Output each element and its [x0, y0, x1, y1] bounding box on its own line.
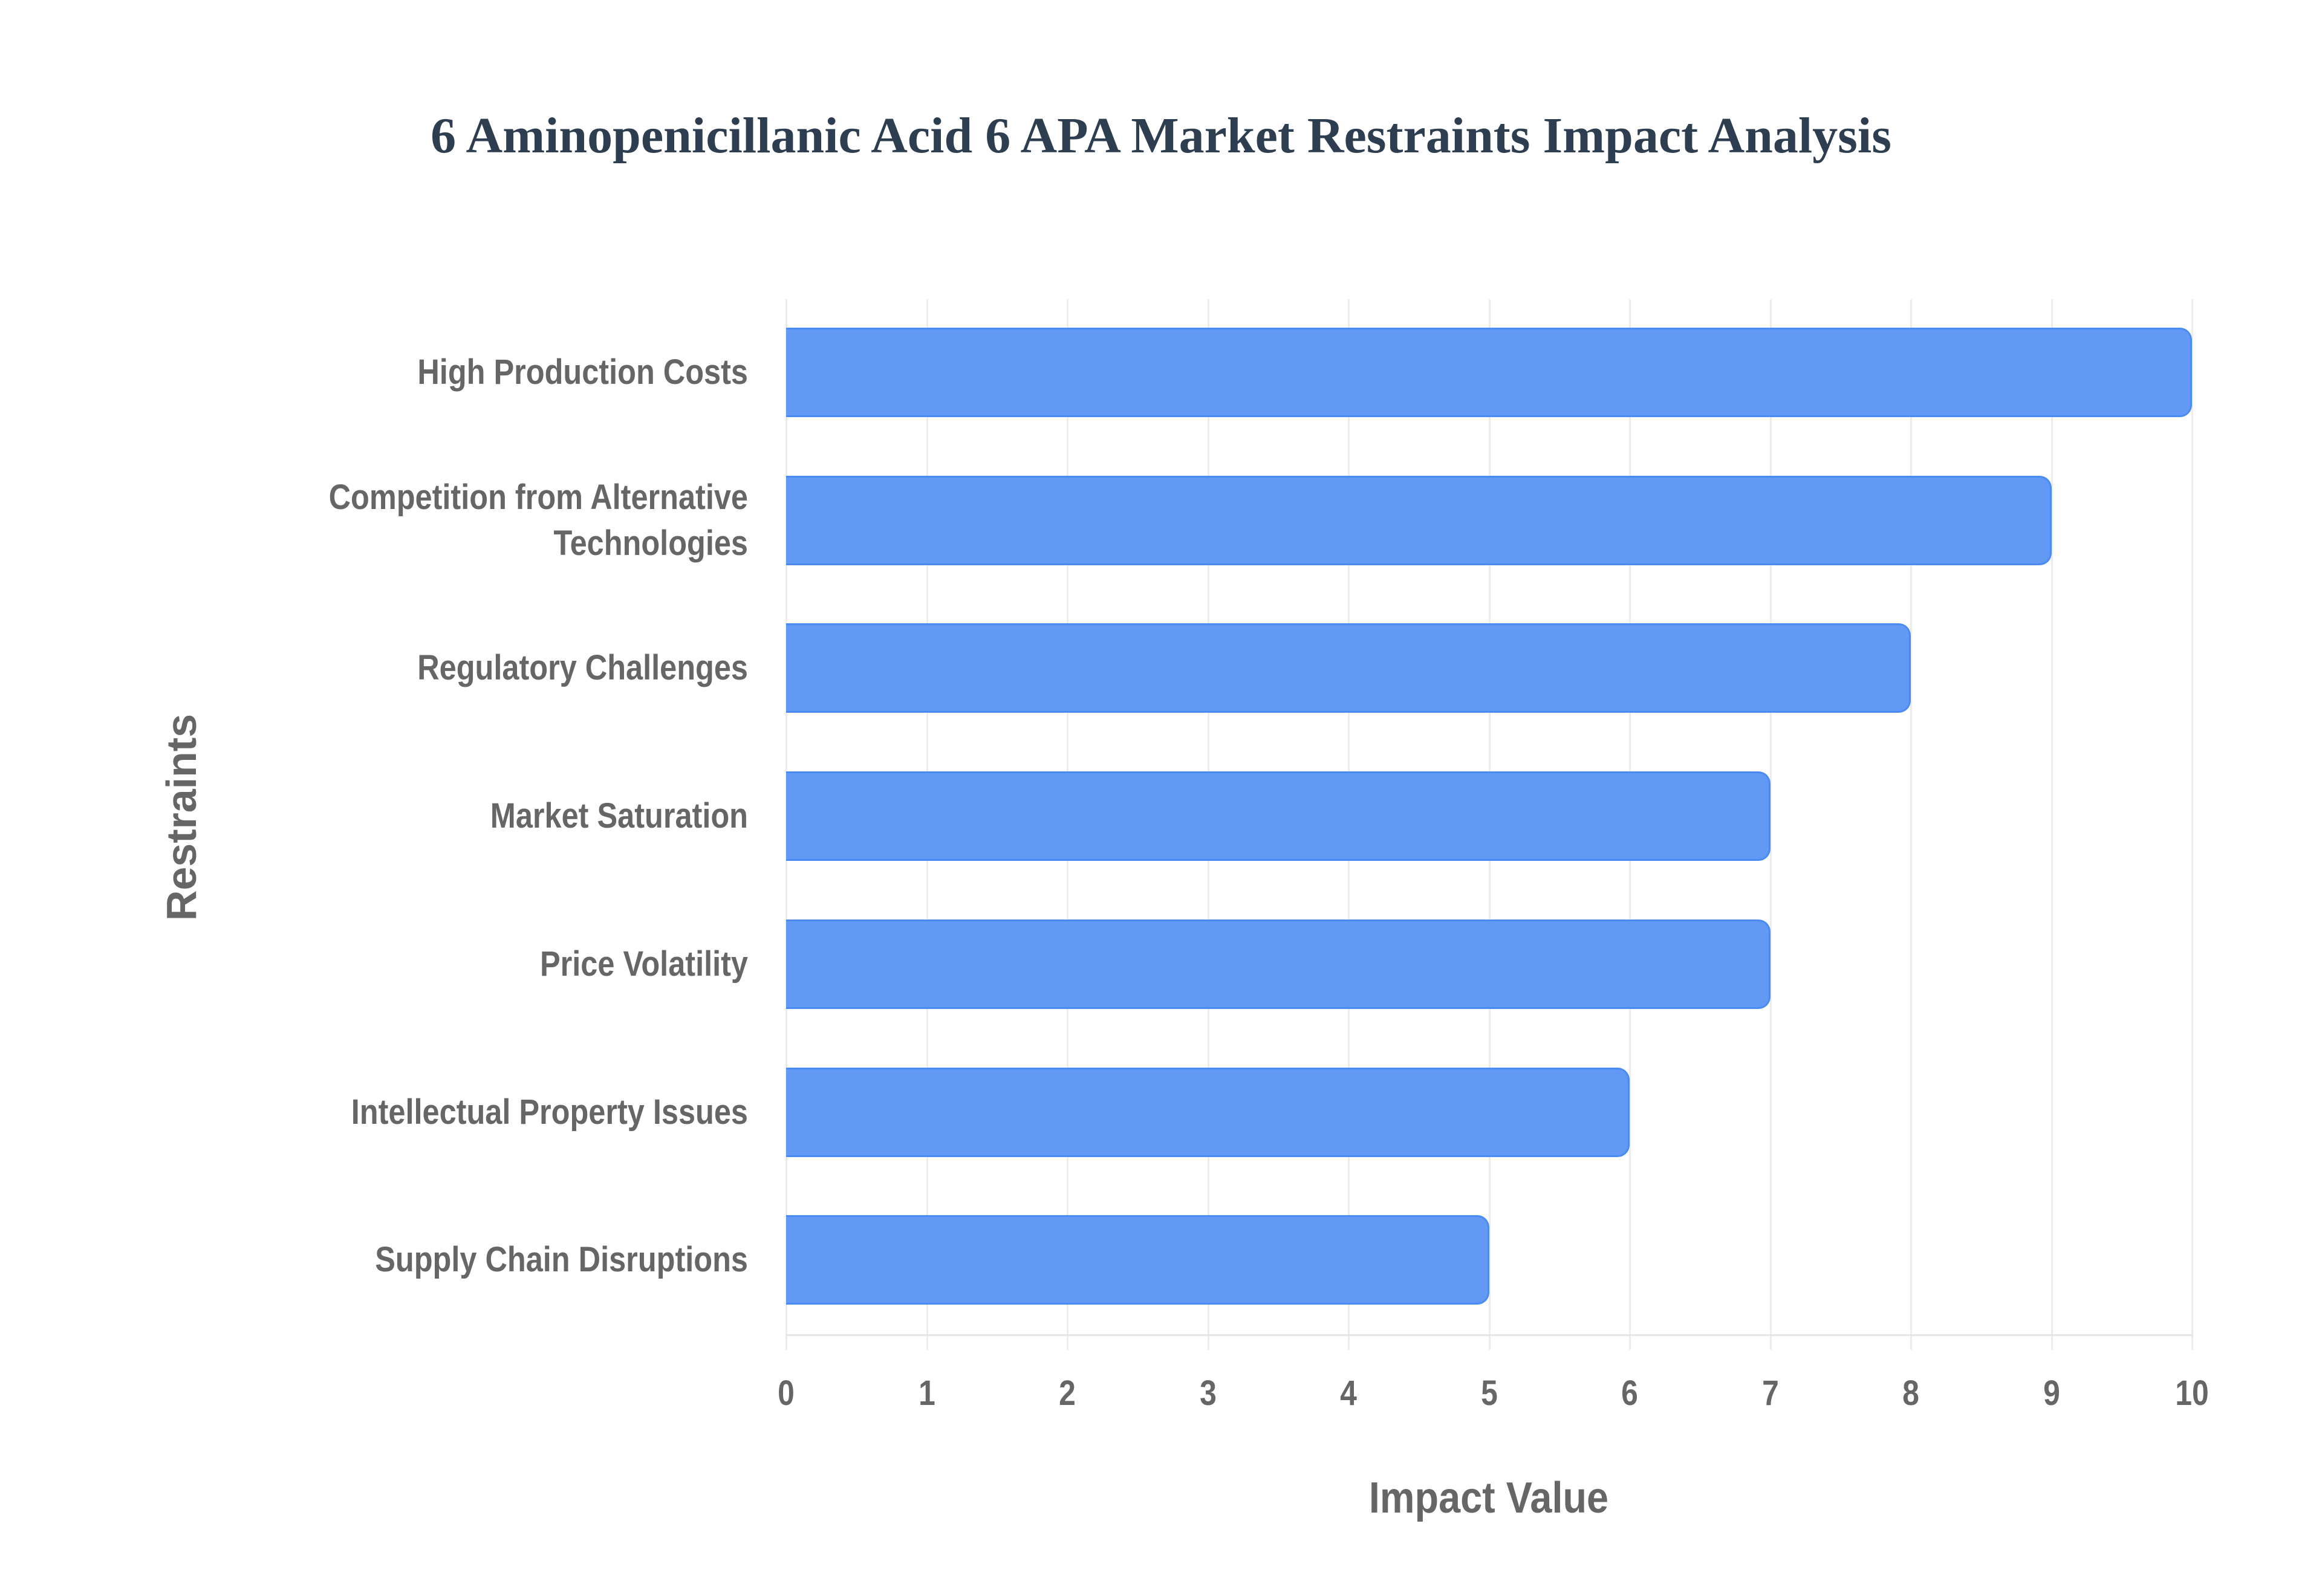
x-tick-label: 7 [1761, 1374, 1779, 1413]
gridline [2050, 299, 2053, 1350]
gridline [1910, 299, 1912, 1350]
x-tick-label: 2 [1059, 1374, 1076, 1413]
x-tick-label: 3 [1199, 1374, 1217, 1413]
bar[interactable] [786, 1067, 1630, 1157]
x-tick-label: 10 [2175, 1374, 2209, 1413]
bar[interactable] [786, 771, 1771, 861]
bar[interactable] [786, 623, 1911, 713]
y-tick-label-line: Competition from Alternative [328, 477, 748, 517]
y-tick-label: Competition from Alternative Technologies [222, 475, 748, 566]
y-tick-label: Regulatory Challenges [222, 645, 748, 691]
y-tick-label-line: Technologies [553, 523, 748, 563]
y-tick-label: Intellectual Property Issues [222, 1089, 748, 1135]
x-tick-label: 5 [1480, 1374, 1498, 1413]
x-axis-line [786, 1334, 2193, 1336]
y-tick-label-line: Intellectual Property Issues [351, 1092, 748, 1132]
x-tick-label: 9 [2043, 1374, 2060, 1413]
x-tick-label: 4 [1340, 1374, 1357, 1413]
y-tick-label: Market Saturation [222, 793, 748, 839]
plot-area [785, 299, 2193, 1350]
y-tick-label-line: Supply Chain Disruptions [375, 1240, 748, 1280]
bar[interactable] [786, 475, 2052, 565]
gridline [1769, 299, 1772, 1350]
chart-title: 6 Aminopenicillanic Acid 6 APA Market Re… [431, 108, 1891, 164]
y-tick-label-line: Market Saturation [490, 796, 748, 836]
y-tick-label-line: Price Volatility [539, 944, 748, 984]
y-tick-label-line: Regulatory Challenges [417, 648, 748, 688]
bar[interactable] [786, 328, 2192, 417]
gridline [2191, 299, 2193, 1350]
bar[interactable] [786, 919, 1771, 1009]
y-tick-label-line: High Production Costs [417, 352, 748, 392]
y-tick-label: High Production Costs [222, 349, 748, 395]
x-axis-title: Impact Value [1368, 1474, 1609, 1522]
x-tick-label: 1 [918, 1374, 935, 1413]
y-tick-label: Price Volatility [222, 941, 748, 987]
y-tick-label: Supply Chain Disruptions [222, 1237, 748, 1283]
y-axis-title: Restraints [158, 713, 205, 921]
x-tick-label: 0 [778, 1374, 795, 1413]
x-tick-label: 8 [1902, 1374, 1919, 1413]
bar[interactable] [786, 1215, 1489, 1305]
x-tick-label: 6 [1621, 1374, 1638, 1413]
